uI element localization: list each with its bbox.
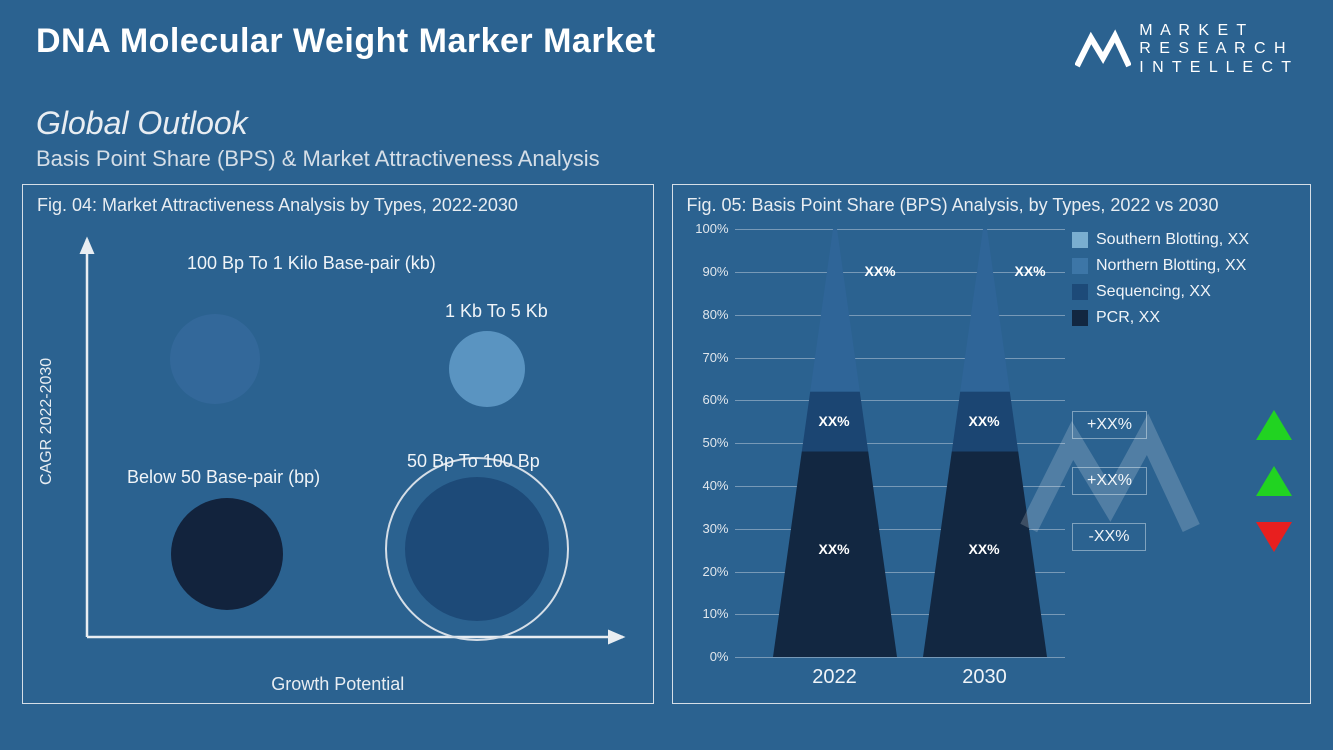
fig05-panel: Fig. 05: Basis Point Share (BPS) Analysi…: [672, 184, 1312, 704]
legend-swatch-icon: [1072, 232, 1088, 248]
subtitle-main: Global Outlook: [36, 105, 1333, 142]
arrow-up-icon: [1256, 466, 1292, 496]
logo-mark-icon: [1075, 26, 1131, 74]
fig05-legend-label: Northern Blotting, XX: [1096, 257, 1246, 275]
fig04-bubble-label: 50 Bp To 100 Bp: [407, 451, 540, 472]
fig05-legend-item: Northern Blotting, XX: [1072, 257, 1292, 275]
fig05-delta-value: +XX%: [1072, 467, 1147, 495]
fig05-ytick-label: 40%: [687, 478, 729, 493]
fig05-ytick-label: 30%: [687, 521, 729, 536]
fig05-ytick-label: 90%: [687, 264, 729, 279]
fig05-cones: [735, 229, 1065, 657]
fig05-cone-value-label: XX%: [819, 413, 850, 429]
fig05-legend: Southern Blotting, XX Northern Blotting, …: [1072, 231, 1292, 335]
fig05-plot-area: 0%10%20%30%40%50%60%70%80%90%100%XX%XX%X…: [735, 229, 1065, 657]
fig04-panel: Fig. 04: Market Attractiveness Analysis …: [22, 184, 654, 704]
subtitle-secondary: Basis Point Share (BPS) & Market Attract…: [36, 146, 1333, 172]
fig05-legend-label: Southern Blotting, XX: [1096, 231, 1249, 249]
fig05-deltas: +XX% +XX% -XX%: [1072, 410, 1292, 578]
fig05-cone-x-label: 2022: [812, 666, 857, 689]
fig05-legend-label: PCR, XX: [1096, 309, 1160, 327]
fig05-cone-segment: [810, 229, 860, 392]
fig05-cone-x-label: 2030: [962, 666, 1007, 689]
arrow-down-icon: [1256, 522, 1292, 552]
fig05-ytick-label: 60%: [687, 392, 729, 407]
brand-logo: M A R K E T R E S E A R C H I N T E L L …: [1075, 22, 1293, 77]
legend-swatch-icon: [1072, 258, 1088, 274]
fig05-ytick-label: 100%: [687, 221, 729, 236]
fig05-legend-label: Sequencing, XX: [1096, 283, 1211, 301]
page-title: DNA Molecular Weight Marker Market: [36, 22, 656, 61]
logo-text: M A R K E T R E S E A R C H I N T E L L …: [1139, 22, 1293, 77]
fig05-ytick-label: 70%: [687, 350, 729, 365]
logo-line-3: I N T E L L E C T: [1139, 59, 1293, 77]
fig05-delta-row: +XX%: [1072, 466, 1292, 496]
fig05-gridline: [735, 657, 1065, 658]
legend-swatch-icon: [1072, 284, 1088, 300]
fig05-legend-item: Sequencing, XX: [1072, 283, 1292, 301]
fig04-bubble-label: 100 Bp To 1 Kilo Base-pair (kb): [187, 253, 436, 274]
fig04-bubble: [171, 498, 283, 610]
fig05-title: Fig. 05: Basis Point Share (BPS) Analysi…: [673, 185, 1311, 220]
fig04-bubble: [449, 331, 525, 407]
fig04-x-axis-label: Growth Potential: [271, 674, 404, 695]
fig05-ytick-label: 0%: [687, 649, 729, 664]
fig05-delta-row: +XX%: [1072, 410, 1292, 440]
fig05-cone-value-label: XX%: [969, 541, 1000, 557]
arrow-up-icon: [1256, 410, 1292, 440]
fig04-bubble-label: 1 Kb To 5 Kb: [445, 301, 548, 322]
logo-line-1: M A R K E T: [1139, 22, 1293, 40]
fig05-legend-item: PCR, XX: [1072, 309, 1292, 327]
fig05-ytick-label: 50%: [687, 435, 729, 450]
fig04-bubble: [405, 477, 549, 621]
fig04-plot-area: 100 Bp To 1 Kilo Base-pair (kb) 1 Kb To 5…: [77, 229, 637, 659]
fig05-delta-row: -XX%: [1072, 522, 1292, 552]
fig05-legend-item: Southern Blotting, XX: [1072, 231, 1292, 249]
fig04-title: Fig. 04: Market Attractiveness Analysis …: [23, 185, 653, 220]
fig05-delta-value: -XX%: [1072, 523, 1146, 551]
logo-line-2: R E S E A R C H: [1139, 40, 1293, 58]
fig05-delta-value: +XX%: [1072, 411, 1147, 439]
fig04-bubble: [170, 314, 260, 404]
fig05-cone-value-label: XX%: [819, 541, 850, 557]
fig05-cone-value-label: XX%: [969, 413, 1000, 429]
legend-swatch-icon: [1072, 310, 1088, 326]
fig05-cone-value-label: XX%: [1015, 263, 1046, 279]
fig05-cone-segment: [960, 229, 1010, 392]
fig05-ytick-label: 80%: [687, 307, 729, 322]
fig05-cone-value-label: XX%: [865, 263, 896, 279]
fig04-bubble-label: Below 50 Base-pair (bp): [127, 467, 320, 488]
fig05-ytick-label: 10%: [687, 606, 729, 621]
fig05-ytick-label: 20%: [687, 564, 729, 579]
